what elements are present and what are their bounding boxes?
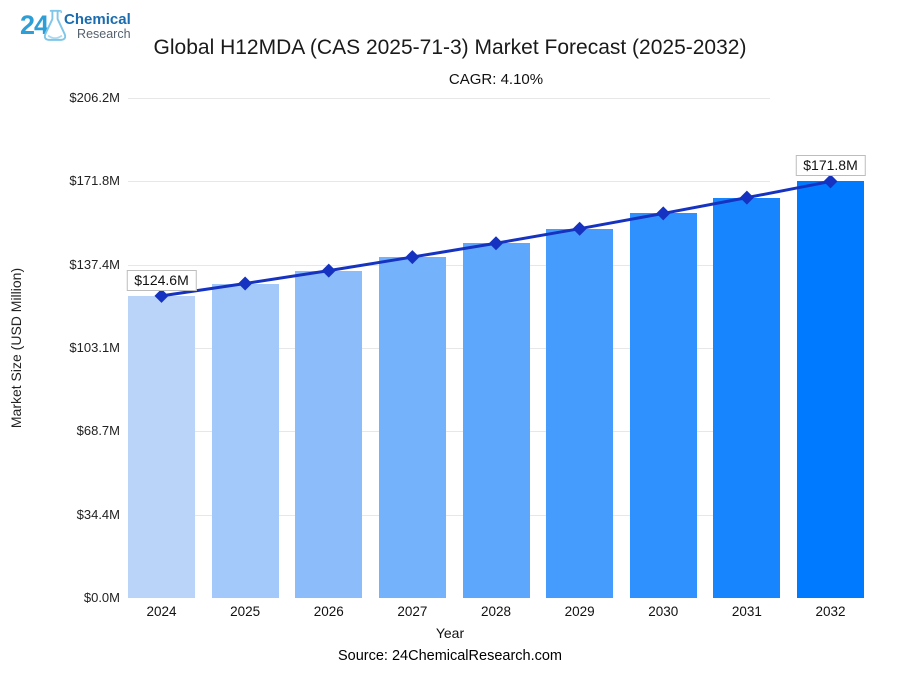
- logo-line1: Chemical: [64, 11, 131, 28]
- x-tick-label-2030: 2030: [648, 604, 679, 619]
- gridline: [128, 181, 770, 183]
- logo-text: Chemical Research: [64, 12, 131, 41]
- y-tick-label: $206.2M: [69, 90, 120, 105]
- x-tick-label-2027: 2027: [397, 604, 428, 619]
- bar-2032: [797, 181, 864, 598]
- logo: 24 Chemical Research: [20, 8, 131, 49]
- annotation-2032: $171.8M: [795, 155, 866, 177]
- y-tick-label: $34.4M: [76, 506, 120, 522]
- x-tick-label-2029: 2029: [564, 604, 595, 619]
- bar-2030: [629, 213, 697, 598]
- gridline: [128, 348, 770, 349]
- x-tick-label-2031: 2031: [731, 604, 762, 619]
- y-tick-label: $103.1M: [69, 340, 120, 355]
- bar-2028: [462, 243, 530, 598]
- y-tick-label: $171.8M: [69, 173, 120, 189]
- bar-2025: [211, 283, 279, 598]
- bar-2027: [378, 257, 446, 598]
- logo-line2: Research: [77, 26, 131, 41]
- annotation-2024: $124.6M: [126, 269, 197, 291]
- gridline: [128, 431, 770, 433]
- x-tick-label-2028: 2028: [480, 604, 512, 619]
- bar-2026: [295, 270, 363, 598]
- y-tick-label: $0.0M: [83, 590, 120, 605]
- x-axis-title: Year: [435, 625, 465, 641]
- x-tick-label-2025: 2025: [230, 604, 261, 619]
- gridline: [128, 514, 770, 516]
- source-text: Source: 24ChemicalResearch.com: [337, 648, 563, 664]
- flask-icon: [42, 8, 68, 49]
- y-tick-label: $68.7M: [76, 423, 120, 439]
- bar-2024: [128, 295, 195, 598]
- plot-area: $124.6M $171.8M: [126, 98, 866, 598]
- gridline: [128, 98, 770, 99]
- chart-subtitle: CAGR: 4.10%: [448, 71, 544, 88]
- bar-2031: [713, 197, 781, 598]
- y-tick-label: $137.4M: [69, 256, 120, 272]
- x-tick-label-2032: 2032: [815, 604, 846, 619]
- bar-2029: [546, 228, 614, 598]
- x-tick-label-2024: 2024: [146, 604, 177, 619]
- y-axis-title: Market Size (USD Million): [8, 267, 24, 429]
- chart-title: Global H12MDA (CAS 2025-71-3) Market For…: [153, 36, 747, 59]
- x-tick-label-2026: 2026: [313, 604, 344, 619]
